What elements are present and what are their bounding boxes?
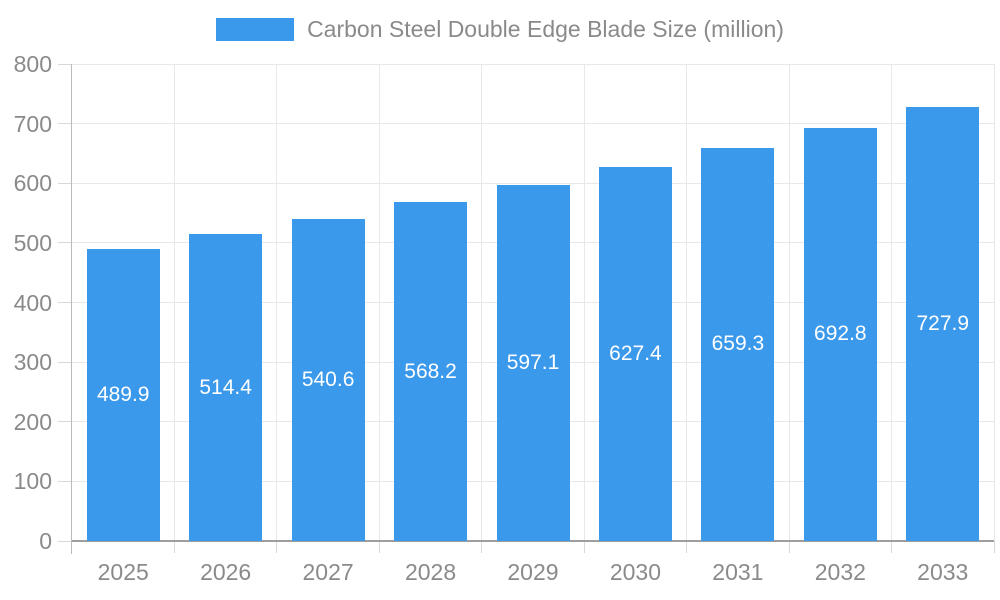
x-axis-label: 2030 bbox=[609, 559, 662, 585]
gridline-vertical bbox=[993, 64, 995, 541]
y-axis-tick bbox=[58, 540, 72, 542]
bar-value-label: 627.4 bbox=[609, 341, 662, 365]
y-axis-label: 800 bbox=[13, 51, 52, 77]
gridline-vertical bbox=[686, 64, 688, 541]
gridline-vertical bbox=[173, 64, 175, 541]
y-axis-tick bbox=[58, 63, 72, 65]
bar-value-label: 692.8 bbox=[814, 322, 867, 346]
legend-swatch bbox=[216, 18, 295, 41]
y-axis-tick bbox=[58, 302, 72, 303]
bar-value-label: 659.3 bbox=[711, 332, 765, 356]
gridline-horizontal bbox=[72, 63, 994, 65]
bar-value-label: 489.9 bbox=[96, 382, 150, 406]
bar-value-label: 727.9 bbox=[916, 311, 970, 335]
x-axis-tick bbox=[481, 541, 483, 553]
y-axis-label: 100 bbox=[13, 468, 52, 495]
y-axis-tick bbox=[58, 242, 72, 244]
y-axis-tick bbox=[58, 182, 72, 184]
gridline-horizontal bbox=[72, 182, 994, 184]
x-axis-label: 2032 bbox=[814, 559, 866, 585]
gridline-vertical bbox=[481, 64, 483, 541]
x-axis-tick bbox=[788, 541, 790, 553]
y-axis-tick bbox=[58, 480, 72, 482]
bar-value-label: 540.6 bbox=[301, 367, 355, 391]
y-axis-tick bbox=[58, 123, 72, 125]
gridline-vertical bbox=[276, 64, 278, 541]
y-axis-label: 0 bbox=[39, 528, 52, 554]
y-axis-label: 700 bbox=[13, 110, 52, 137]
x-axis-tick bbox=[686, 541, 688, 553]
legend-label: Carbon Steel Double Edge Blade Size (mil… bbox=[307, 16, 784, 42]
bar-2025[interactable] bbox=[86, 248, 160, 541]
y-axis-line bbox=[71, 64, 72, 554]
legend[interactable]: Carbon Steel Double Edge Blade Size (mil… bbox=[0, 16, 1000, 43]
x-axis-tick bbox=[993, 541, 995, 553]
x-axis-line bbox=[72, 540, 994, 542]
x-axis-tick bbox=[173, 541, 175, 553]
bar-value-label: 514.4 bbox=[199, 375, 252, 399]
bar-2032[interactable] bbox=[803, 127, 877, 541]
x-axis-tick bbox=[891, 541, 893, 553]
y-axis-tick bbox=[58, 421, 72, 423]
x-axis-label: 2026 bbox=[200, 559, 252, 585]
x-axis-label: 2029 bbox=[507, 559, 559, 585]
y-axis-label: 300 bbox=[13, 349, 52, 376]
x-axis-tick bbox=[378, 541, 380, 553]
bar-2028[interactable] bbox=[394, 202, 468, 541]
gridline-vertical bbox=[378, 64, 380, 541]
y-axis-tick bbox=[58, 361, 72, 363]
x-axis-label: 2033 bbox=[917, 559, 969, 585]
bar-2026[interactable] bbox=[189, 234, 263, 541]
x-axis-label: 2031 bbox=[712, 559, 764, 585]
x-axis-label: 2028 bbox=[404, 559, 457, 585]
x-axis-label: 2025 bbox=[97, 559, 149, 585]
bar-2027[interactable] bbox=[291, 218, 365, 541]
y-axis-label: 400 bbox=[13, 289, 52, 316]
bar-value-label: 597.1 bbox=[506, 350, 560, 374]
bar-2033[interactable] bbox=[906, 106, 980, 541]
y-axis-label: 200 bbox=[13, 408, 52, 435]
gridline-vertical bbox=[891, 64, 893, 541]
x-axis-label: 2027 bbox=[302, 559, 354, 585]
gridline-vertical bbox=[788, 64, 790, 541]
x-axis-tick bbox=[276, 541, 278, 553]
bar-value-label: 568.2 bbox=[404, 359, 457, 383]
bar-2030[interactable] bbox=[598, 166, 672, 541]
gridline-horizontal bbox=[72, 123, 994, 125]
bar-2031[interactable] bbox=[701, 147, 775, 541]
x-axis-tick bbox=[583, 541, 585, 553]
y-axis-label: 500 bbox=[13, 229, 52, 256]
y-axis-label: 600 bbox=[13, 170, 52, 197]
gridline-vertical bbox=[583, 64, 585, 541]
bar-2029[interactable] bbox=[496, 184, 570, 541]
